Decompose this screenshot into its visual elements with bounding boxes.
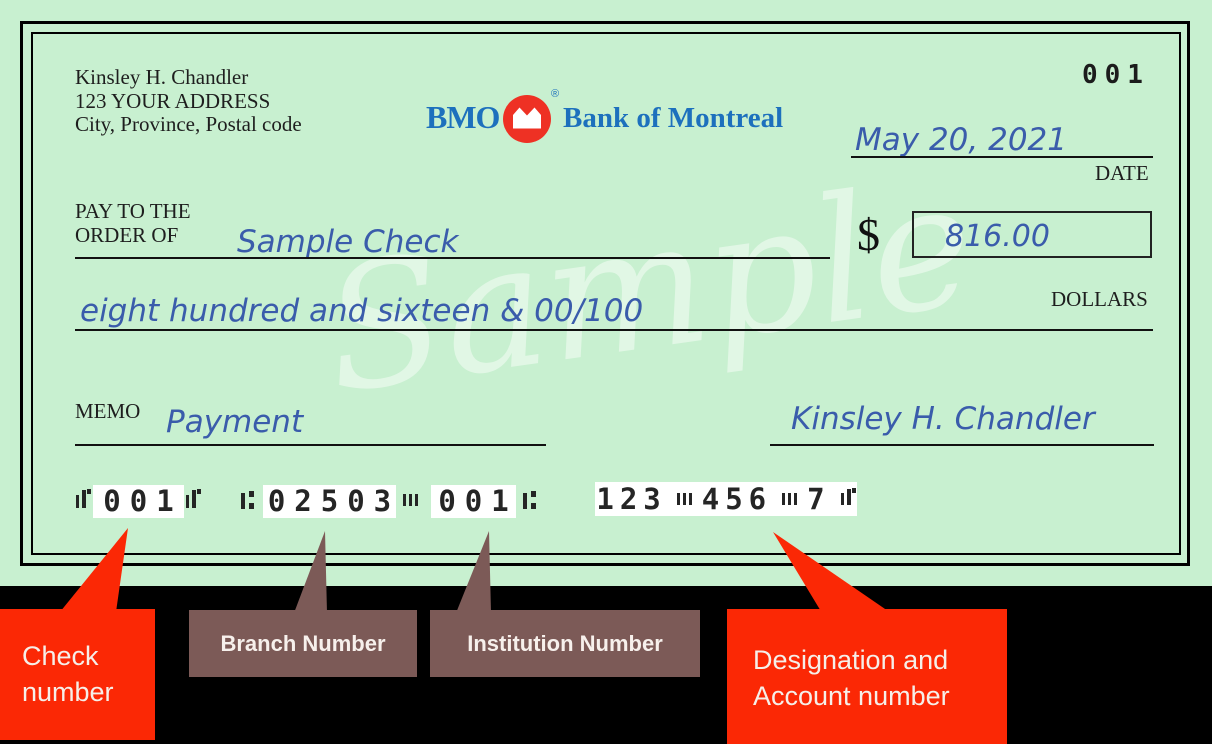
signature-line <box>770 444 1154 446</box>
check-number-callout-line1: Check <box>22 641 99 671</box>
micr-account-part2: 456 <box>701 481 773 516</box>
institution-number-callout: Institution Number <box>430 610 700 677</box>
micr-check-number-field: 001 <box>93 485 184 518</box>
micr-dash-icon <box>403 494 418 506</box>
amount-in-words: eight hundred and sixteen & 00/100 <box>80 293 644 329</box>
micr-institution-number-field: 001 <box>431 485 516 518</box>
amount-box <box>912 211 1152 258</box>
amount-value: 816.00 <box>945 219 1050 254</box>
micr-dash-icon <box>676 493 692 505</box>
micr-account-part3: 7 <box>807 481 831 516</box>
date-line <box>851 156 1153 158</box>
bmo-logo-text: BMO <box>426 99 500 135</box>
date-value: May 20, 2021 <box>855 122 1067 158</box>
payer-address: 123 YOUR ADDRESS <box>75 88 271 113</box>
check-outer-border <box>20 21 1190 566</box>
dollar-sign: $ <box>857 209 880 260</box>
check-number-callout: Check number <box>0 609 155 740</box>
pay-to-label-line1: PAY TO THE <box>75 199 191 223</box>
micr-onus-icon <box>76 489 91 508</box>
registered-trademark-icon: ® <box>551 88 560 100</box>
memo-line <box>75 444 546 446</box>
designation-callout-line1: Designation and <box>753 645 949 675</box>
micr-account-part1: 123 <box>596 481 667 516</box>
payer-address-block: Kinsley H. Chandler 123 YOUR ADDRESS Cit… <box>75 65 302 137</box>
dollars-label: DOLLARS <box>1051 287 1148 311</box>
micr-onus-icon <box>840 488 856 505</box>
date-label: DATE <box>1095 161 1149 185</box>
micr-transit-icon <box>241 491 254 509</box>
amount-words-line <box>75 329 1153 331</box>
bmo-roundel-icon <box>503 95 551 143</box>
payer-name: Kinsley H. Chandler <box>75 65 249 89</box>
micr-branch-number: 02503 <box>267 484 401 518</box>
payer-city-line: City, Province, Postal code <box>75 112 302 136</box>
micr-onus-icon <box>186 489 201 508</box>
check-number-callout-line2: number <box>22 677 114 707</box>
micr-account-number-field: 123 456 7 <box>595 482 857 516</box>
payee-value: Sample Check <box>237 224 459 260</box>
payee-line <box>75 257 830 259</box>
bank-name: Bank of Montreal <box>563 102 784 134</box>
branch-number-callout-label: Branch Number <box>220 630 386 656</box>
pay-to-label: PAY TO THE ORDER OF <box>75 199 191 247</box>
memo-label: MEMO <box>75 399 141 423</box>
designation-callout-line2: Account number <box>753 681 950 711</box>
check-number-top: 001 <box>1082 60 1150 90</box>
pay-to-label-line2: ORDER OF <box>75 223 179 247</box>
micr-branch-number-field: 02503 <box>263 485 396 518</box>
micr-check-number: 001 <box>103 484 183 518</box>
micr-transit-icon <box>523 491 536 509</box>
signature-value: Kinsley H. Chandler <box>791 401 1095 437</box>
designation-account-callout: Designation and Account number <box>727 609 1007 744</box>
memo-value: Payment <box>166 404 304 440</box>
institution-number-callout-label: Institution Number <box>467 630 663 656</box>
micr-dash-icon <box>782 493 798 505</box>
micr-institution-number: 001 <box>438 484 518 518</box>
branch-number-callout: Branch Number <box>189 610 417 677</box>
check-inner-border <box>31 32 1181 555</box>
